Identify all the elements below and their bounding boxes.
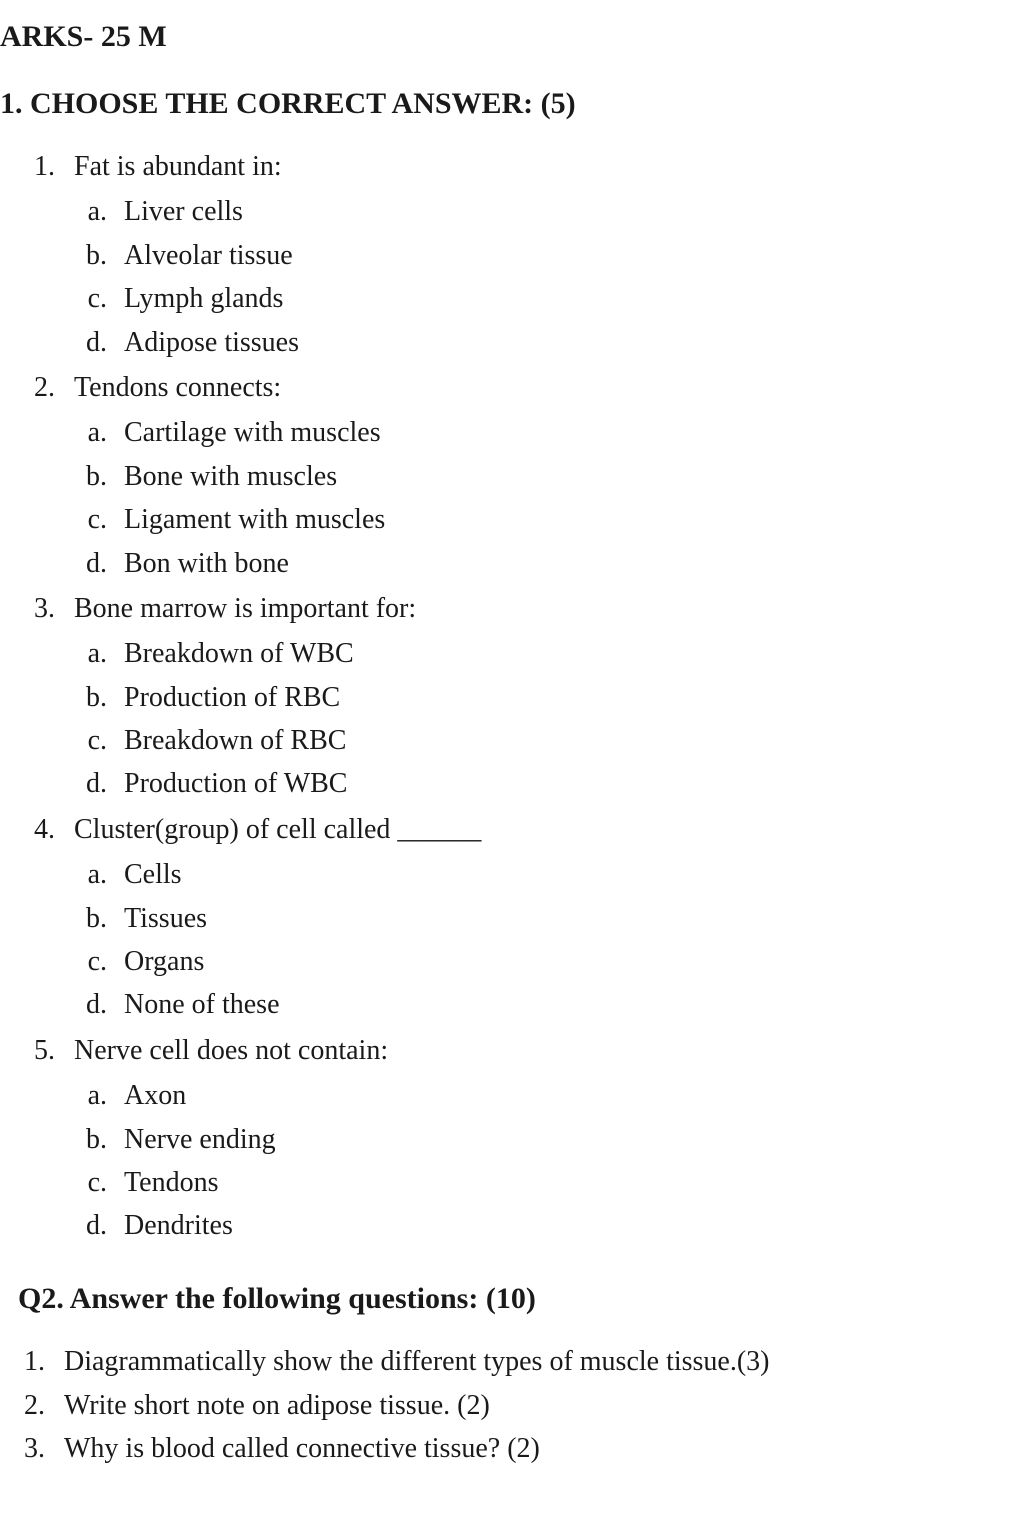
exam-page: ARKS- 25 M 1. CHOOSE THE CORRECT ANSWER:… [0, 0, 1024, 1488]
mcq-item: Tendons connects: Cartilage with muscles… [62, 366, 1006, 585]
mcq-option: Tissues [114, 897, 1006, 940]
mcq-question-text: Bone marrow is important for: [74, 593, 416, 624]
mcq-options: Cartilage with muscles Bone with muscles… [114, 411, 1006, 585]
mcq-item: Fat is abundant in: Liver cells Alveolar… [62, 145, 1006, 364]
mcq-item: Cluster(group) of cell called ______ Cel… [62, 808, 1006, 1027]
mcq-options: Breakdown of WBC Production of RBC Break… [114, 632, 1006, 806]
mcq-option: Tendons [114, 1161, 1006, 1204]
mcq-option: Alveolar tissue [114, 234, 1006, 277]
section2-heading: Q2. Answer the following questions: (10) [18, 1276, 1006, 1323]
mcq-options: Cells Tissues Organs None of these [114, 853, 1006, 1027]
section1-heading: 1. CHOOSE THE CORRECT ANSWER: (5) [0, 81, 1006, 128]
mcq-options: Liver cells Alveolar tissue Lymph glands… [114, 190, 1006, 364]
short-answer-item: Write short note on adipose tissue. (2) [52, 1384, 1006, 1427]
mcq-option: Liver cells [114, 190, 1006, 233]
mcq-option: Bon with bone [114, 542, 1006, 585]
mcq-option: Organs [114, 940, 1006, 983]
mcq-item: Bone marrow is important for: Breakdown … [62, 587, 1006, 806]
mcq-option: Production of RBC [114, 676, 1006, 719]
mcq-option: Breakdown of WBC [114, 632, 1006, 675]
mcq-options: Axon Nerve ending Tendons Dendrites [114, 1074, 1006, 1248]
mcq-option: Adipose tissues [114, 321, 1006, 364]
mcq-question-text: Fat is abundant in: [74, 151, 282, 182]
mcq-option: Production of WBC [114, 762, 1006, 805]
mcq-option: None of these [114, 983, 1006, 1026]
mcq-list: Fat is abundant in: Liver cells Alveolar… [62, 145, 1006, 1248]
mcq-question-text: Nerve cell does not contain: [74, 1035, 388, 1066]
mcq-option: Breakdown of RBC [114, 719, 1006, 762]
short-answer-list: Diagrammatically show the different type… [52, 1340, 1006, 1470]
marks-line: ARKS- 25 M [0, 14, 1006, 61]
mcq-option: Bone with muscles [114, 455, 1006, 498]
mcq-item: Nerve cell does not contain: Axon Nerve … [62, 1029, 1006, 1248]
short-answer-item: Why is blood called connective tissue? (… [52, 1427, 1006, 1470]
mcq-option: Axon [114, 1074, 1006, 1117]
mcq-option: Nerve ending [114, 1118, 1006, 1161]
mcq-option: Lymph glands [114, 277, 1006, 320]
mcq-option: Cartilage with muscles [114, 411, 1006, 454]
mcq-option: Ligament with muscles [114, 498, 1006, 541]
mcq-option: Dendrites [114, 1204, 1006, 1247]
short-answer-item: Diagrammatically show the different type… [52, 1340, 1006, 1383]
mcq-question-text: Cluster(group) of cell called ______ [74, 814, 481, 845]
mcq-question-text: Tendons connects: [74, 372, 281, 403]
mcq-option: Cells [114, 853, 1006, 896]
